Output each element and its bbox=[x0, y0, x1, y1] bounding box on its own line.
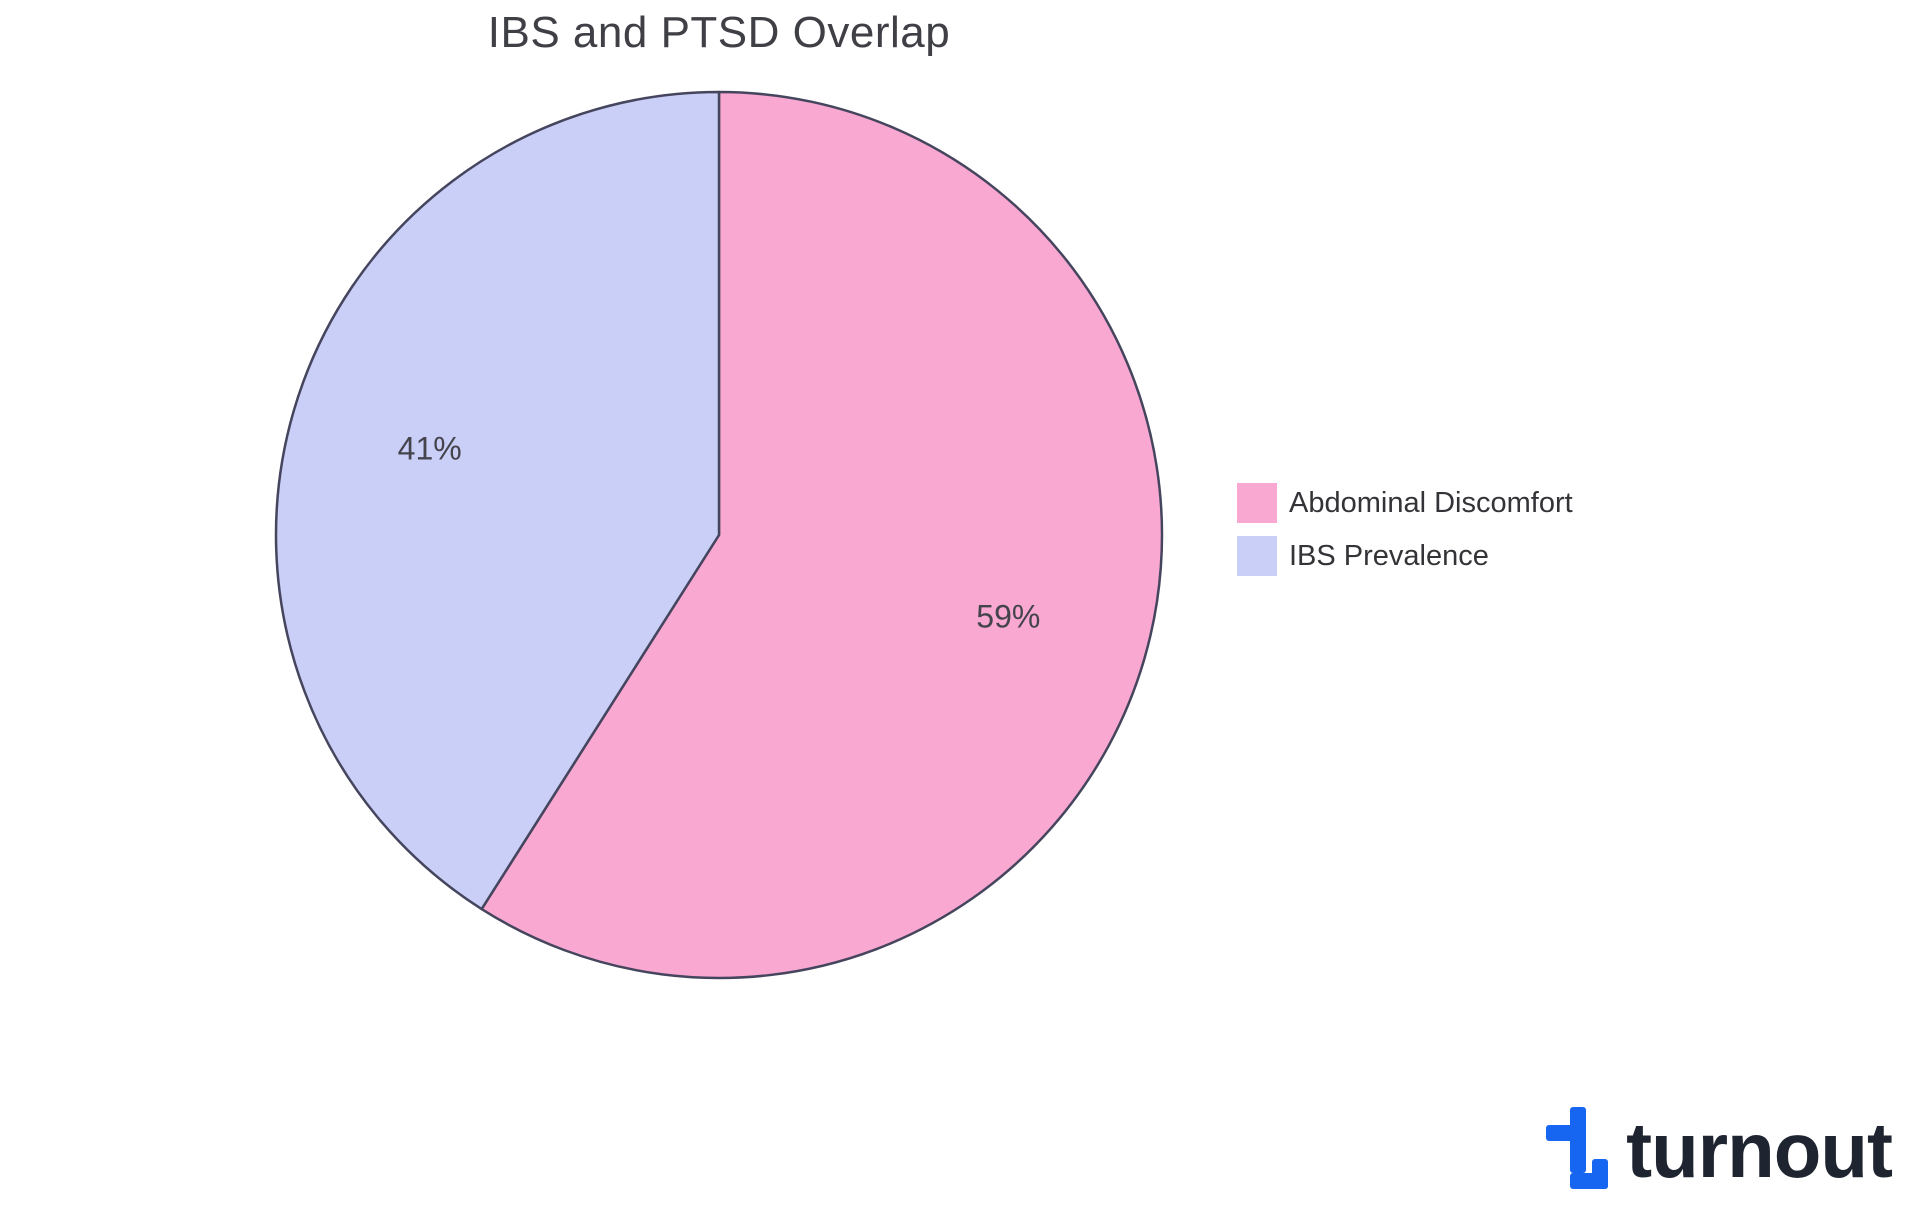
legend: Abdominal Discomfort IBS Prevalence bbox=[1237, 483, 1573, 576]
legend-item-abdominal-discomfort: Abdominal Discomfort bbox=[1237, 483, 1573, 523]
chart-title: IBS and PTSD Overlap bbox=[487, 8, 951, 57]
legend-item-ibs-prevalence: IBS Prevalence bbox=[1237, 536, 1573, 576]
legend-swatch-abdominal-discomfort bbox=[1237, 483, 1277, 523]
legend-swatch-ibs-prevalence bbox=[1237, 536, 1277, 576]
legend-label-ibs-prevalence: IBS Prevalence bbox=[1289, 539, 1489, 572]
pie-chart-svg: 59% 41% bbox=[274, 90, 1164, 980]
pie-slice-abdominal-discomfort bbox=[480, 90, 1164, 980]
pie-percent-label: 41% bbox=[398, 430, 462, 466]
brand-footer: turnout bbox=[1546, 1106, 1893, 1194]
pie-percent-label: 59% bbox=[976, 598, 1040, 634]
legend-label-abdominal-discomfort: Abdominal Discomfort bbox=[1289, 486, 1573, 519]
pie-slice-ibs-prevalence bbox=[274, 90, 721, 911]
turnout-t-icon bbox=[1546, 1107, 1609, 1189]
pie-chart: 59% 41% bbox=[269, 85, 1169, 985]
brand-name: turnout bbox=[1626, 1106, 1893, 1194]
